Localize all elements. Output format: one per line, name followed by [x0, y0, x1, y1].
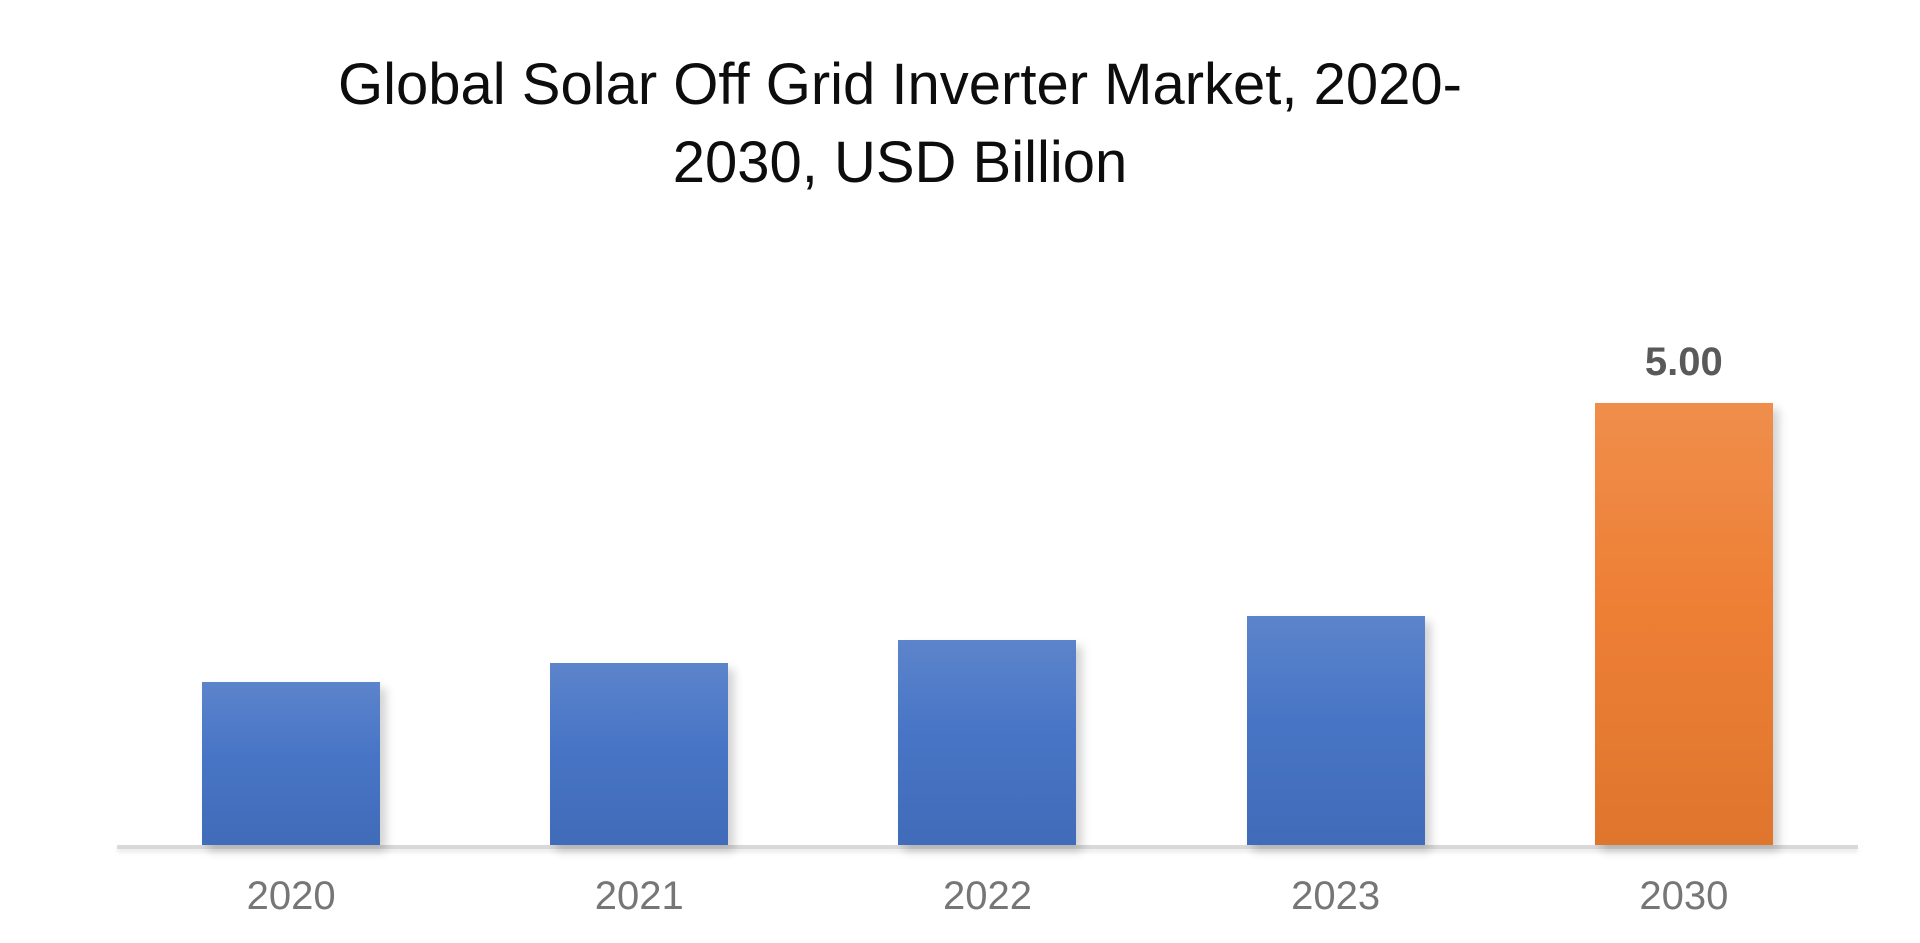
- plot-area: 5.00 2020 2021 2022 2023 2030: [117, 342, 1858, 916]
- bar-2022: [898, 639, 1077, 846]
- bar-2030: [1594, 403, 1773, 845]
- chart-title-line1: Global Solar Off Grid Inverter Market, 2…: [338, 52, 1462, 117]
- chart-title: Global Solar Off Grid Inverter Market, 2…: [230, 46, 1570, 202]
- bars-row: 5.00: [117, 342, 1858, 846]
- bar-2023: [1246, 615, 1425, 846]
- category-2020: [117, 342, 465, 845]
- tick-label-2023: 2023: [1291, 874, 1381, 918]
- category-2021: [465, 342, 813, 846]
- x-axis-line: [117, 845, 1858, 849]
- tick-label-2020: 2020: [246, 874, 336, 918]
- tick-label-2022: 2022: [942, 874, 1032, 918]
- tick-label-2021: 2021: [594, 874, 684, 918]
- category-2023: [1162, 342, 1510, 846]
- tick-label-2030: 2030: [1639, 874, 1729, 918]
- chart-title-line2: 2030, USD Billion: [672, 130, 1128, 195]
- bar-2020: [202, 682, 381, 845]
- category-2022: [813, 342, 1161, 846]
- bar-2021: [550, 662, 729, 846]
- x-axis-tick-labels: 2020 2021 2022 2023 2030: [117, 849, 1858, 916]
- data-label-2030: 5.00: [1644, 340, 1723, 384]
- category-2030: 5.00: [1510, 342, 1858, 845]
